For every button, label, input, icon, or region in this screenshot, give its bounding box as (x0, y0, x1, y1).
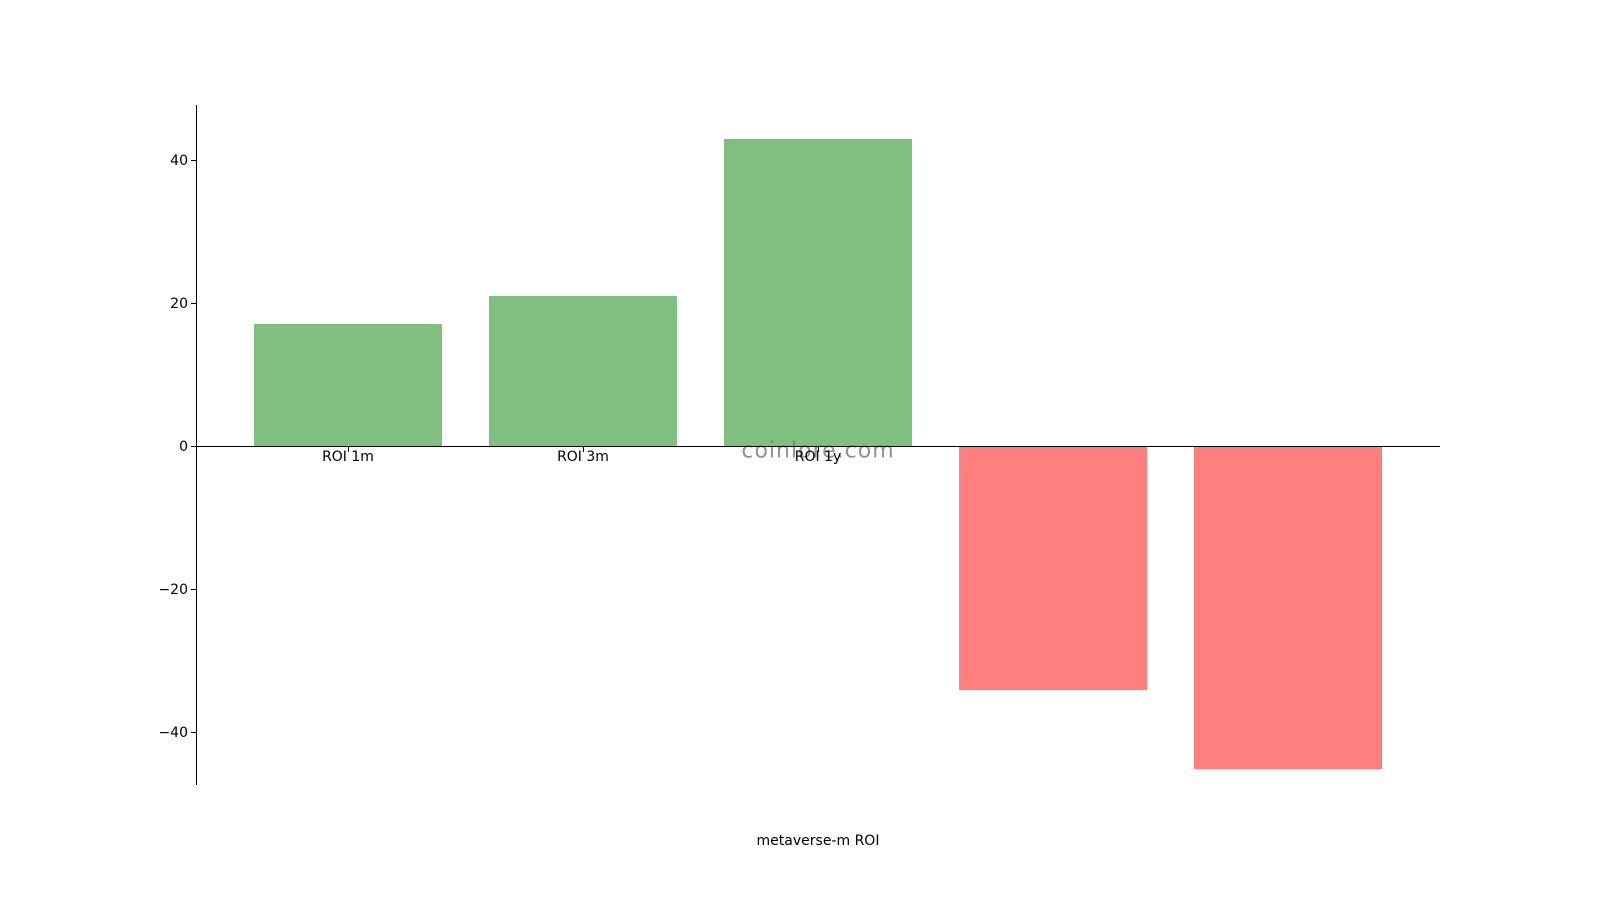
bar-unlabeled-5 (1194, 447, 1382, 769)
y-tick-mark (191, 589, 196, 590)
y-tick-label: 40 (170, 153, 188, 169)
bar-unlabeled-4 (959, 447, 1147, 691)
x-tick-mark (348, 447, 349, 452)
x-tick-mark (818, 447, 819, 452)
y-axis-spine (196, 105, 197, 785)
y-tick-label: −40 (158, 725, 188, 741)
y-tick-mark (191, 732, 196, 733)
chart-title: metaverse-m ROI (756, 833, 880, 849)
bar-roi-3m (489, 295, 677, 446)
y-tick-mark (191, 303, 196, 304)
bar-roi-1m (254, 324, 442, 446)
y-tick-label: 0 (179, 439, 188, 455)
watermark-text: coinlore.com (741, 438, 895, 464)
x-axis-zero-line (196, 446, 1440, 447)
x-tick-mark (583, 447, 584, 452)
y-tick-label: −20 (158, 582, 188, 598)
x-tick-label: ROI 1y (794, 449, 842, 465)
y-tick-mark (191, 446, 196, 447)
x-tick-label: ROI 3m (557, 449, 609, 465)
x-tick-label: ROI 1m (322, 449, 374, 465)
bar-roi-1y (724, 138, 912, 446)
y-tick-mark (191, 160, 196, 161)
y-tick-label: 20 (170, 296, 188, 312)
